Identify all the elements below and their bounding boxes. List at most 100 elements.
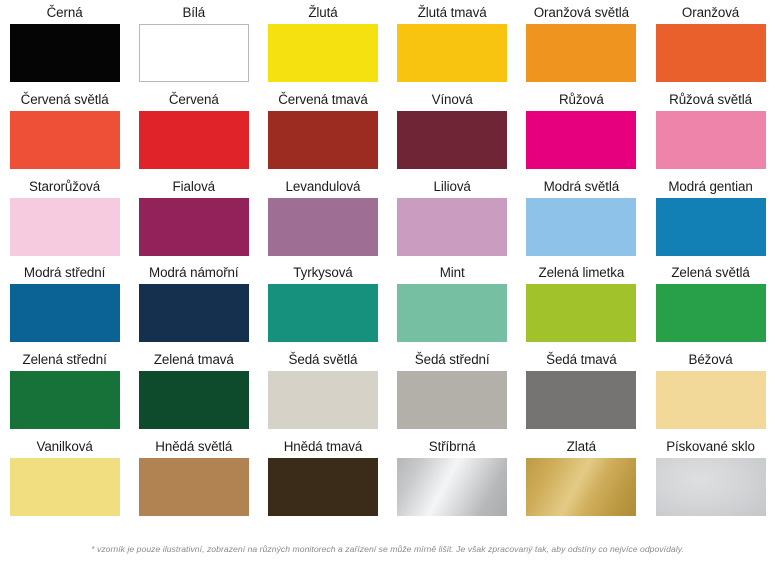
- swatch-color-chip[interactable]: [526, 24, 637, 82]
- swatch-cell[interactable]: Hnědá světlá: [129, 438, 258, 525]
- swatch-color-chip[interactable]: [9, 197, 120, 256]
- swatch-color-chip[interactable]: [267, 24, 378, 82]
- swatch-label: Zelená limetka: [538, 265, 625, 281]
- swatch-color-chip[interactable]: [655, 284, 766, 343]
- swatch-cell[interactable]: Růžová světlá: [646, 91, 775, 178]
- swatch-color-chip[interactable]: [655, 371, 766, 430]
- swatch-cell[interactable]: Zelená limetka: [517, 264, 646, 351]
- swatch-color-chip[interactable]: [655, 24, 766, 82]
- swatch-color-chip[interactable]: [526, 284, 637, 343]
- swatch-cell[interactable]: Zelená střední: [0, 351, 129, 438]
- swatch-label: Tyrkysová: [293, 265, 353, 281]
- swatch-label: Pískované sklo: [666, 438, 755, 454]
- swatch-label: Liliová: [433, 178, 471, 194]
- swatch-color-chip[interactable]: [267, 110, 378, 169]
- swatch-label: Oranžová světlá: [533, 5, 629, 20]
- swatch-cell[interactable]: Červená: [129, 91, 258, 178]
- swatch-label: Levandulová: [285, 178, 361, 194]
- swatch-cell[interactable]: Žlutá tmavá: [388, 4, 517, 91]
- swatch-label: Zlatá: [566, 438, 596, 454]
- swatch-label: Vínová: [431, 91, 473, 107]
- swatch-color-chip[interactable]: [138, 110, 249, 169]
- swatch-color-chip[interactable]: [9, 371, 120, 430]
- swatch-cell[interactable]: Zlatá: [517, 438, 646, 525]
- swatch-cell[interactable]: Černá: [0, 4, 129, 91]
- swatch-cell[interactable]: Modrá střední: [0, 264, 129, 351]
- swatch-label: Černá: [46, 5, 83, 20]
- swatch-label: Mint: [439, 265, 465, 281]
- swatch-label: Růžová světlá: [669, 91, 752, 107]
- swatch-cell[interactable]: Šedá tmavá: [517, 351, 646, 438]
- swatch-label: Modrá námořní: [149, 265, 239, 281]
- swatch-cell[interactable]: Šedá střední: [388, 351, 517, 438]
- swatch-cell[interactable]: Mint: [388, 264, 517, 351]
- swatch-color-chip[interactable]: [138, 24, 249, 82]
- swatch-color-chip[interactable]: [267, 457, 378, 516]
- swatch-cell[interactable]: Liliová: [388, 178, 517, 265]
- swatch-color-chip[interactable]: [526, 457, 637, 516]
- swatch-color-chip[interactable]: [138, 197, 249, 256]
- swatch-label: Žlutá tmavá: [417, 5, 487, 20]
- swatch-cell[interactable]: Oranžová světlá: [517, 4, 646, 91]
- swatch-cell[interactable]: Žlutá: [258, 4, 387, 91]
- swatch-color-chip[interactable]: [526, 110, 637, 169]
- swatch-cell[interactable]: Růžová: [517, 91, 646, 178]
- swatch-cell[interactable]: Oranžová: [646, 4, 775, 91]
- swatch-label: Vanilková: [36, 438, 93, 454]
- swatch-color-chip[interactable]: [397, 197, 508, 256]
- swatch-cell[interactable]: Béžová: [646, 351, 775, 438]
- swatch-label: Šedá tmavá: [546, 352, 617, 368]
- swatch-label: Starorůžová: [29, 178, 101, 194]
- swatch-cell[interactable]: Bílá: [129, 4, 258, 91]
- swatch-color-chip[interactable]: [655, 457, 766, 516]
- swatch-cell[interactable]: Modrá námořní: [129, 264, 258, 351]
- swatch-cell[interactable]: Modrá světlá: [517, 178, 646, 265]
- swatch-color-chip[interactable]: [397, 371, 508, 430]
- swatch-color-chip[interactable]: [397, 284, 508, 343]
- swatch-color-chip[interactable]: [655, 197, 766, 256]
- swatch-cell[interactable]: Hnědá tmavá: [258, 438, 387, 525]
- swatch-color-chip[interactable]: [138, 284, 249, 343]
- swatch-label: Bílá: [182, 5, 206, 20]
- swatch-color-chip[interactable]: [9, 110, 120, 169]
- swatch-color-chip[interactable]: [397, 457, 508, 516]
- swatch-label: Červená: [168, 91, 219, 107]
- swatch-label: Růžová: [558, 91, 604, 107]
- swatch-cell[interactable]: Tyrkysová: [258, 264, 387, 351]
- swatch-cell[interactable]: Starorůžová: [0, 178, 129, 265]
- swatch-color-chip[interactable]: [397, 110, 508, 169]
- swatch-cell[interactable]: Vínová: [388, 91, 517, 178]
- swatch-cell[interactable]: Levandulová: [258, 178, 387, 265]
- swatch-color-chip[interactable]: [9, 24, 120, 82]
- swatch-color-chip[interactable]: [9, 457, 120, 516]
- swatch-cell[interactable]: Pískované sklo: [646, 438, 775, 525]
- swatch-color-chip[interactable]: [267, 197, 378, 256]
- swatch-cell[interactable]: Modrá gentian: [646, 178, 775, 265]
- swatch-color-chip[interactable]: [526, 197, 637, 256]
- swatch-cell[interactable]: Zelená tmavá: [129, 351, 258, 438]
- swatch-cell[interactable]: Fialová: [129, 178, 258, 265]
- swatch-cell[interactable]: Šedá světlá: [258, 351, 387, 438]
- footnote-disclaimer: * vzorník je pouze ilustrativní, zobraze…: [91, 544, 684, 554]
- swatch-color-chip[interactable]: [397, 24, 508, 82]
- swatch-label: Šedá střední: [414, 352, 490, 368]
- swatch-cell[interactable]: Červená tmavá: [258, 91, 387, 178]
- swatch-color-chip[interactable]: [655, 110, 766, 169]
- swatch-cell[interactable]: Stříbrná: [388, 438, 517, 525]
- swatch-label: Modrá světlá: [543, 178, 620, 194]
- swatch-label: Červená světlá: [20, 91, 109, 107]
- swatch-label: Fialová: [172, 178, 216, 194]
- swatch-color-chip[interactable]: [267, 371, 378, 430]
- swatch-color-chip[interactable]: [9, 284, 120, 343]
- swatch-label: Oranžová: [681, 5, 740, 20]
- swatch-color-chip[interactable]: [138, 457, 249, 516]
- swatch-cell[interactable]: Vanilková: [0, 438, 129, 525]
- swatch-cell[interactable]: Zelená světlá: [646, 264, 775, 351]
- swatch-label: Zelená světlá: [671, 265, 750, 281]
- swatch-label: Béžová: [688, 352, 733, 368]
- swatch-color-chip[interactable]: [267, 284, 378, 343]
- swatch-color-chip[interactable]: [138, 371, 249, 430]
- swatch-cell[interactable]: Červená světlá: [0, 91, 129, 178]
- swatch-color-chip[interactable]: [526, 371, 637, 430]
